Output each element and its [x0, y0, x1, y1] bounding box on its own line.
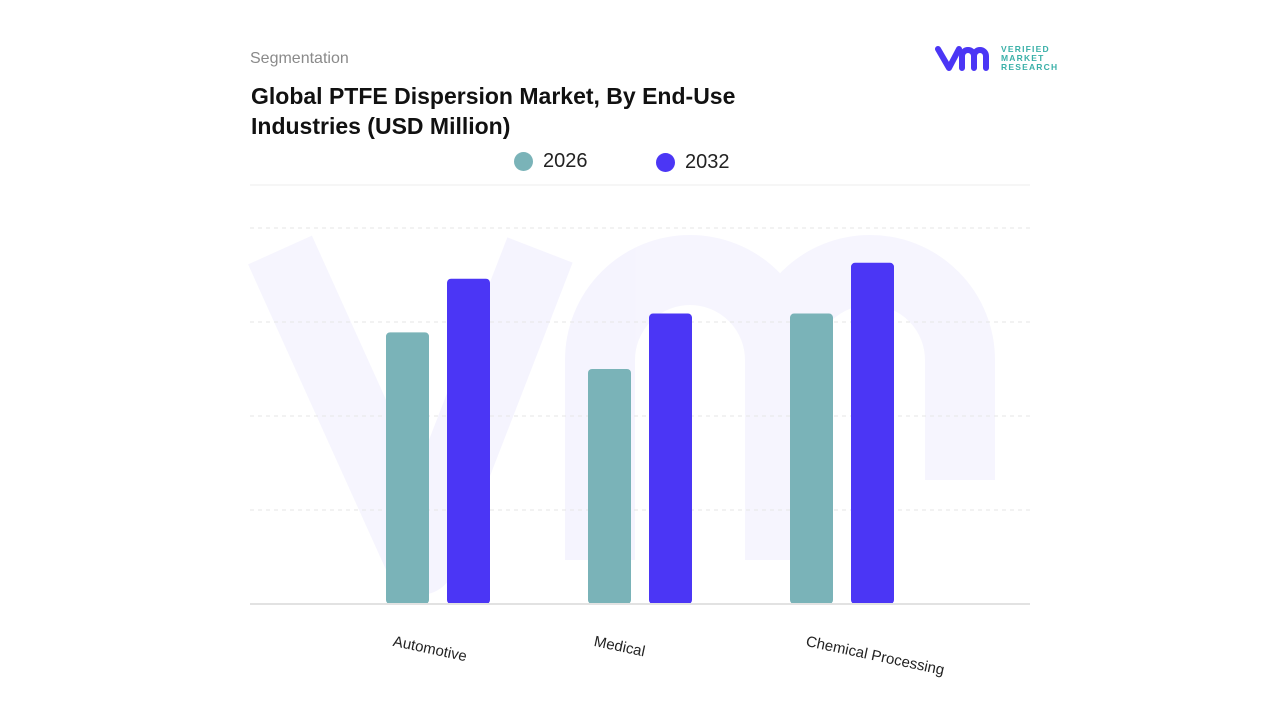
legend-label: 2032 — [685, 151, 730, 173]
bar-chemical-processing-2026 — [790, 313, 833, 604]
legend-swatch-2032 — [656, 153, 675, 172]
bar-medical-2026 — [588, 369, 631, 604]
bar-medical-2032 — [649, 313, 692, 604]
legend-label: 2026 — [543, 150, 588, 172]
legend-item-2032: 2032 — [656, 151, 730, 174]
logo-line2: MARKET — [1001, 52, 1045, 63]
logo: VERIFIED MARKET RESEARCH — [935, 44, 1058, 72]
segment-label: Segmentation — [250, 50, 349, 67]
logo-line3: RESEARCH — [1001, 61, 1059, 72]
vmr-logo-icon — [935, 46, 989, 71]
bar-chemical-processing-2032 — [851, 262, 894, 604]
chart-title: Global PTFE Dispersion Market, By End-Us… — [251, 83, 736, 139]
legend-item-2026: 2026 — [514, 150, 588, 173]
bar-automotive-2026 — [386, 332, 429, 604]
bar-automotive-2032 — [447, 278, 490, 604]
legend-swatch-2026 — [514, 152, 533, 171]
logo-line1: VERIFIED — [1001, 43, 1050, 54]
